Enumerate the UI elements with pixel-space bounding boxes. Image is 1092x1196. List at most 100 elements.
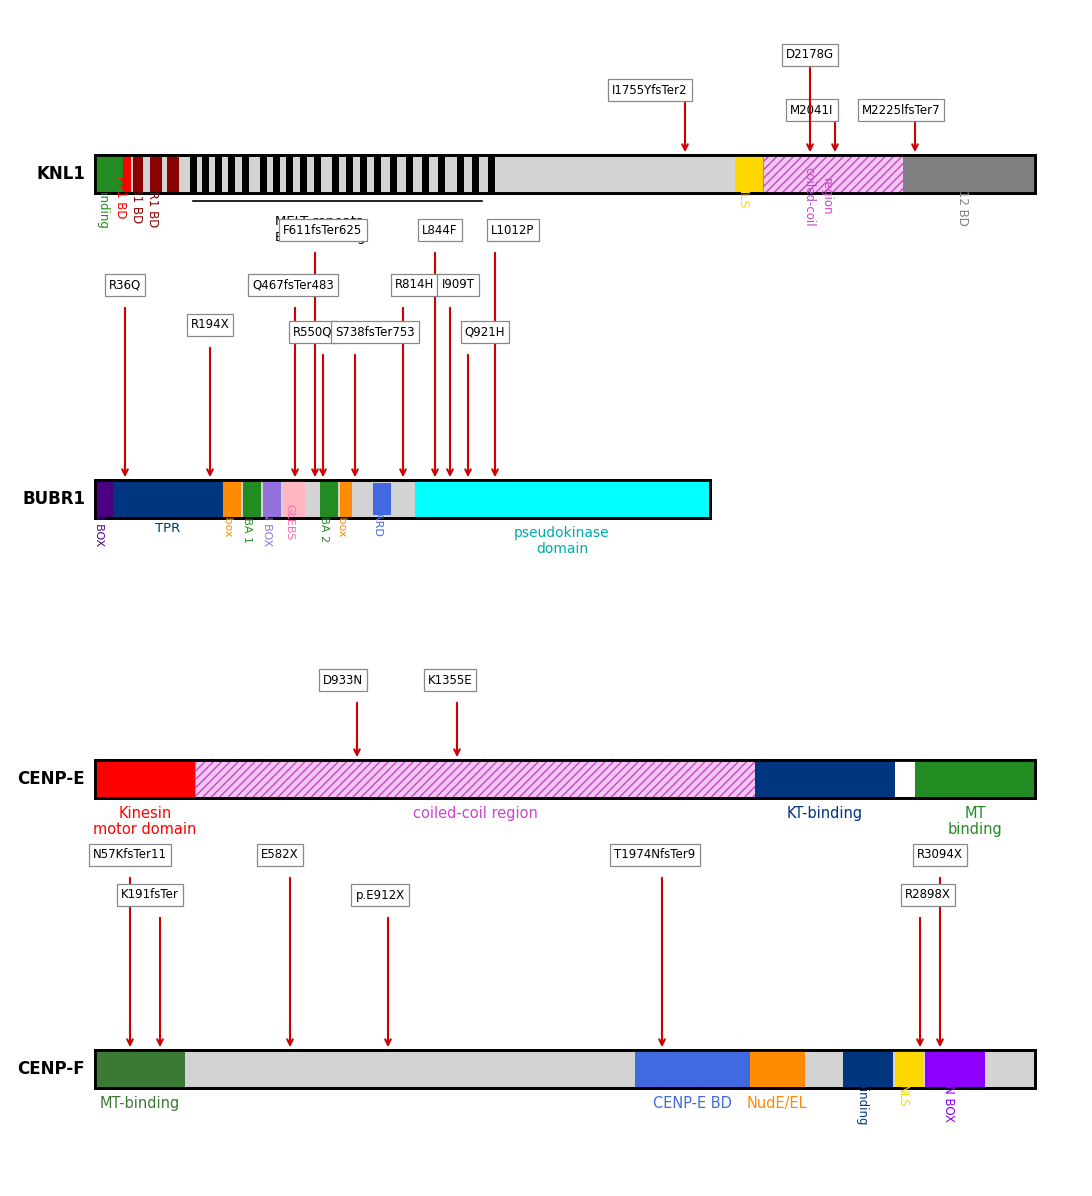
Text: NudE/EL: NudE/EL xyxy=(747,1096,807,1111)
Bar xyxy=(422,155,429,193)
Text: p.E912X: p.E912X xyxy=(355,889,404,902)
Text: D933N: D933N xyxy=(323,673,363,687)
Bar xyxy=(95,1051,185,1087)
Text: coiled-coil region: coiled-coil region xyxy=(413,806,537,820)
Text: M2225lfsTer7: M2225lfsTer7 xyxy=(862,104,940,116)
Text: KEN BOX: KEN BOX xyxy=(262,498,272,547)
Text: CENP-F: CENP-F xyxy=(17,1060,85,1078)
Text: E582X: E582X xyxy=(261,848,299,861)
Bar xyxy=(283,481,305,517)
Text: NLS: NLS xyxy=(736,185,749,209)
Bar xyxy=(750,1051,805,1087)
Bar xyxy=(95,480,710,518)
Bar xyxy=(300,155,307,193)
Text: CENP-E BD: CENP-E BD xyxy=(653,1096,732,1111)
Bar xyxy=(390,155,397,193)
Bar xyxy=(95,481,112,517)
Text: K1355E: K1355E xyxy=(428,673,473,687)
Bar xyxy=(895,1051,923,1087)
Text: KARD: KARD xyxy=(372,507,382,537)
Text: KEN BOX: KEN BOX xyxy=(942,1070,956,1122)
Text: ABBA 2: ABBA 2 xyxy=(319,501,329,543)
Bar xyxy=(472,155,479,193)
Bar xyxy=(260,155,268,193)
Text: L844F: L844F xyxy=(423,224,458,237)
Text: binding: binding xyxy=(948,822,1002,837)
Text: motor domain: motor domain xyxy=(93,822,197,837)
Text: T1974NfsTer9: T1974NfsTer9 xyxy=(615,848,696,861)
Bar xyxy=(320,481,339,517)
Text: R194X: R194X xyxy=(191,318,229,331)
Bar xyxy=(314,155,321,193)
Bar xyxy=(456,155,464,193)
Text: MT: MT xyxy=(964,806,986,820)
Bar xyxy=(95,155,1035,193)
Bar xyxy=(244,481,261,517)
Text: R814H: R814H xyxy=(395,279,435,292)
Text: ABBA 1: ABBA 1 xyxy=(242,501,252,543)
Text: region: region xyxy=(820,178,833,215)
Text: KT-binding: KT-binding xyxy=(855,1066,868,1127)
Text: L1012P: L1012P xyxy=(491,224,535,237)
Text: Q921H: Q921H xyxy=(465,325,506,338)
Text: GLEBS: GLEBS xyxy=(284,504,294,541)
Text: NLS: NLS xyxy=(897,1085,909,1107)
Text: TPR: TPR xyxy=(155,521,180,535)
Bar xyxy=(915,761,1035,797)
Text: R550Q: R550Q xyxy=(294,325,333,338)
Text: Kinesin: Kinesin xyxy=(118,806,171,820)
Bar xyxy=(167,155,179,193)
Bar xyxy=(95,759,1035,798)
Text: R3094X: R3094X xyxy=(917,848,963,861)
Text: MIS12 BD: MIS12 BD xyxy=(956,169,969,225)
Bar xyxy=(332,155,339,193)
Bar xyxy=(636,1051,750,1087)
Text: F611fsTer625: F611fsTer625 xyxy=(284,224,363,237)
Text: I1755YfsTer2: I1755YfsTer2 xyxy=(613,84,688,97)
Bar xyxy=(286,155,293,193)
Bar xyxy=(95,759,1035,798)
Text: coiled-coil: coiled-coil xyxy=(802,167,815,227)
Text: I909T: I909T xyxy=(441,279,475,292)
Text: PP1 BD: PP1 BD xyxy=(114,176,127,218)
Text: N57KfsTer11: N57KfsTer11 xyxy=(93,848,167,861)
Bar xyxy=(360,155,367,193)
Text: KT-binding: KT-binding xyxy=(787,806,863,820)
Text: Q467fsTer483: Q467fsTer483 xyxy=(252,279,334,292)
Bar xyxy=(112,481,223,517)
Bar xyxy=(215,155,222,193)
Bar xyxy=(373,483,391,515)
Text: BUBR1 BD: BUBR1 BD xyxy=(146,166,159,227)
Bar xyxy=(925,1051,985,1087)
Bar xyxy=(755,761,895,797)
Text: D-box: D-box xyxy=(222,506,232,538)
Bar xyxy=(263,481,281,517)
Text: domain: domain xyxy=(536,542,589,556)
Bar xyxy=(895,761,915,797)
Bar xyxy=(133,155,143,193)
Bar xyxy=(242,155,249,193)
Text: BUB3 binding: BUB3 binding xyxy=(275,231,366,244)
Bar xyxy=(123,155,131,193)
Bar xyxy=(735,155,763,193)
Bar xyxy=(406,155,413,193)
Text: KNL1: KNL1 xyxy=(36,165,85,183)
Bar xyxy=(95,480,710,518)
Bar xyxy=(190,155,197,193)
Bar xyxy=(346,155,353,193)
Text: MT-binding: MT-binding xyxy=(99,1096,180,1111)
Bar xyxy=(415,481,710,517)
Bar xyxy=(340,481,352,517)
Bar xyxy=(95,155,1035,193)
Bar xyxy=(195,761,755,797)
Bar xyxy=(150,155,162,193)
Bar xyxy=(95,1050,1035,1088)
Text: D2178G: D2178G xyxy=(786,49,834,61)
Bar xyxy=(373,155,381,193)
Text: MELT repeats: MELT repeats xyxy=(275,215,363,228)
Text: D-box: D-box xyxy=(336,506,346,538)
Text: MT-binding: MT-binding xyxy=(96,165,109,230)
Bar xyxy=(223,481,241,517)
Text: R36Q: R36Q xyxy=(109,279,141,292)
Bar xyxy=(488,155,495,193)
